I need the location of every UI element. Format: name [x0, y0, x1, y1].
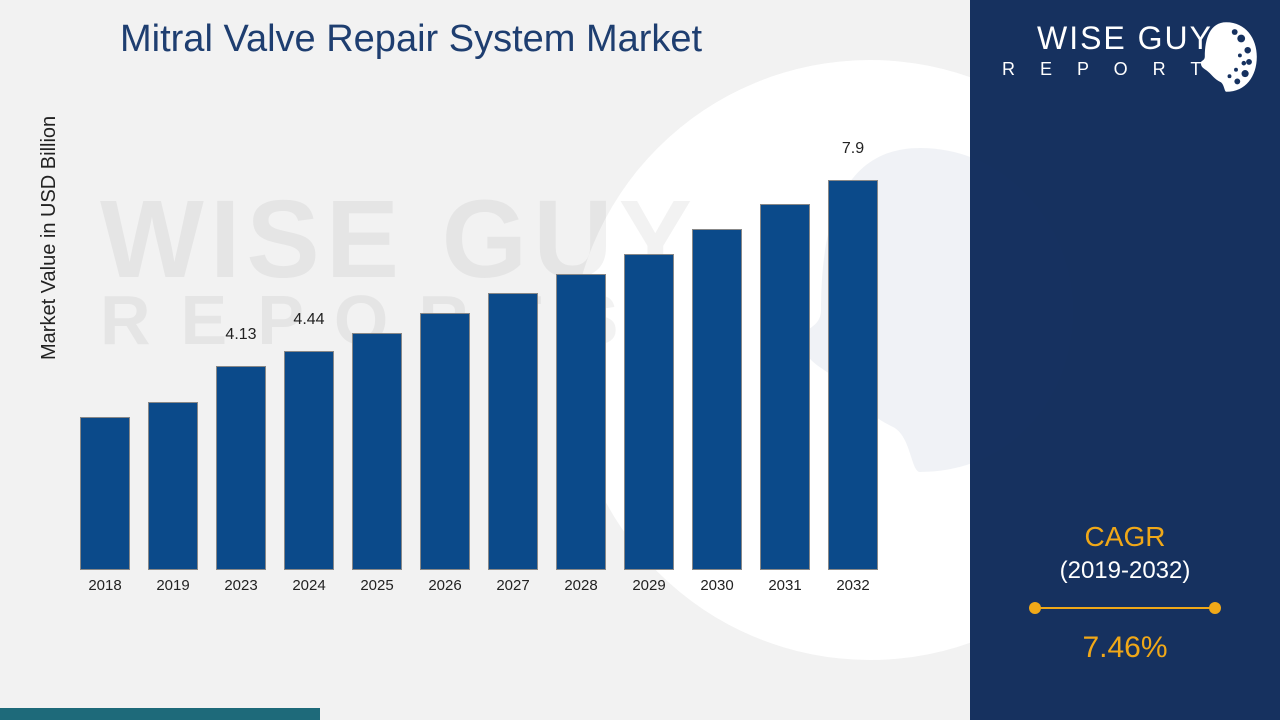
- bar: [624, 254, 674, 570]
- x-tick-label: 2018: [80, 577, 130, 594]
- bar: [488, 293, 538, 570]
- x-tick-label: 2028: [556, 577, 606, 594]
- x-tick-label: 2027: [488, 577, 538, 594]
- cagr-divider: [1035, 607, 1215, 609]
- bar: [352, 333, 402, 570]
- bar-value-label: 7.9: [828, 140, 878, 158]
- y-axis-label: Market Value in USD Billion: [38, 116, 61, 360]
- x-tick-label: 2026: [420, 577, 470, 594]
- cagr-block: CAGR (2019-2032) 7.46%: [970, 521, 1280, 665]
- x-tick-label: 2031: [760, 577, 810, 594]
- x-tick-label: 2029: [624, 577, 674, 594]
- bar-plot-area: 201820194.1320234.4420242025202620272028…: [80, 150, 900, 570]
- cagr-label: CAGR: [970, 521, 1280, 553]
- bar: [148, 402, 198, 570]
- bar: [80, 417, 130, 570]
- bar-value-label: 4.44: [284, 311, 334, 329]
- bar: [556, 274, 606, 570]
- x-tick-label: 2024: [284, 577, 334, 594]
- bar: [760, 204, 810, 570]
- x-tick-label: 2032: [828, 577, 878, 594]
- chart-title: Mitral Valve Repair System Market: [120, 18, 702, 61]
- bar: [284, 351, 334, 570]
- cagr-period: (2019-2032): [970, 557, 1280, 585]
- footer-accent-bar: [0, 708, 320, 720]
- bar-value-label: 4.13: [216, 326, 266, 344]
- bar: [216, 366, 266, 570]
- brand-head-icon: [1197, 18, 1262, 98]
- bar: [828, 180, 878, 570]
- cagr-value: 7.46%: [970, 631, 1280, 665]
- x-tick-label: 2025: [352, 577, 402, 594]
- x-tick-label: 2019: [148, 577, 198, 594]
- bar: [420, 313, 470, 570]
- chart-canvas: WISE GUY REPORTS Mitral Valve Repair Sys…: [0, 0, 1280, 720]
- bar: [692, 229, 742, 570]
- x-tick-label: 2023: [216, 577, 266, 594]
- x-tick-label: 2030: [692, 577, 742, 594]
